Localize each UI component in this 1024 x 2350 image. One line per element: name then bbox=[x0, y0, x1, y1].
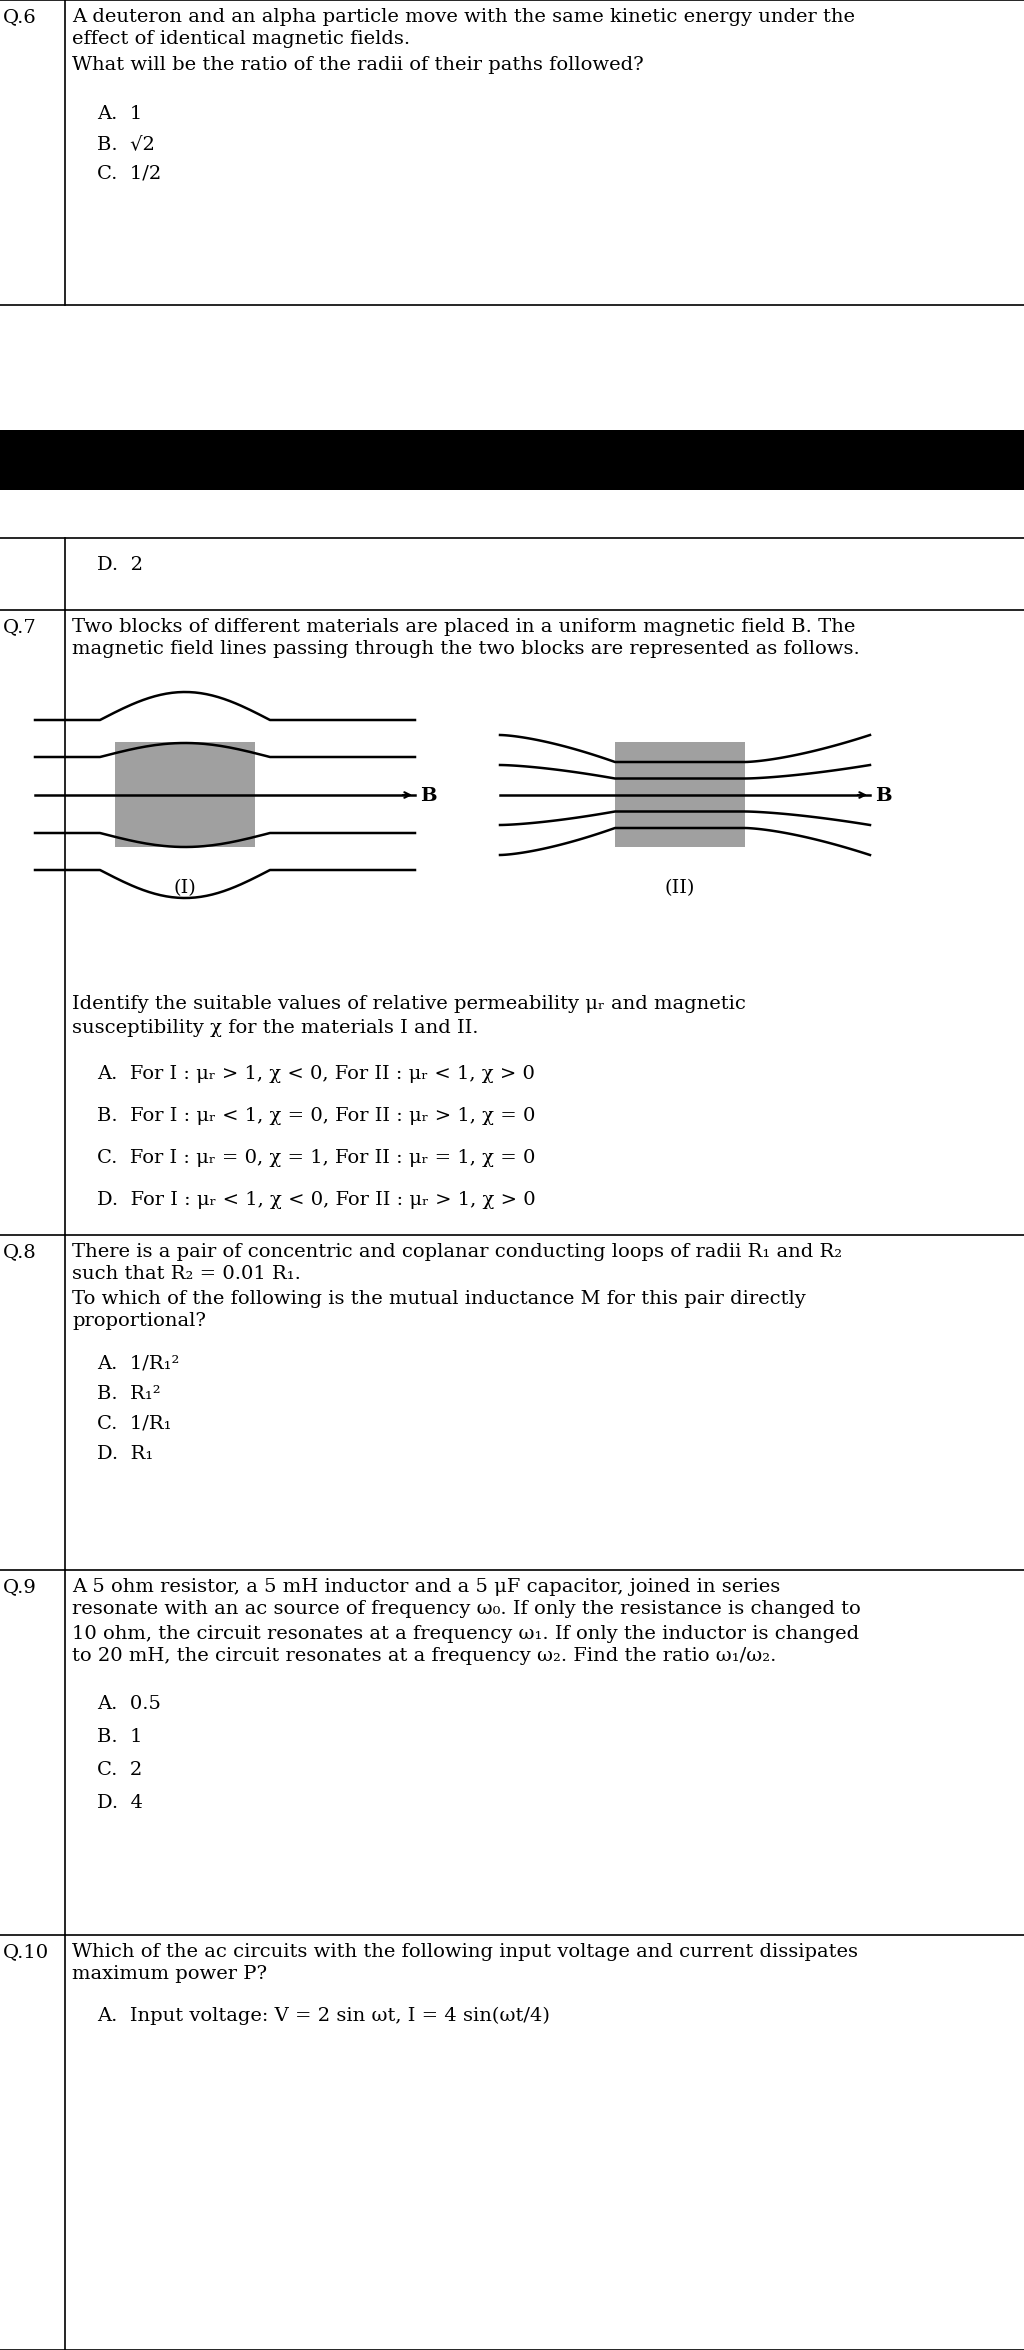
Text: susceptibility χ for the materials I and II.: susceptibility χ for the materials I and… bbox=[72, 1020, 478, 1036]
Text: maximum power P?: maximum power P? bbox=[72, 1965, 267, 1983]
Text: 10 ohm, the circuit resonates at a frequency ω₁. If only the inductor is changed: 10 ohm, the circuit resonates at a frequ… bbox=[72, 1624, 859, 1643]
Text: Q.8: Q.8 bbox=[3, 1243, 37, 1262]
Text: B: B bbox=[874, 787, 892, 806]
Text: A.  0.5: A. 0.5 bbox=[97, 1694, 161, 1713]
Text: A deuteron and an alpha particle move with the same kinetic energy under the: A deuteron and an alpha particle move wi… bbox=[72, 7, 855, 26]
Text: (I): (I) bbox=[174, 879, 197, 898]
Text: A 5 ohm resistor, a 5 mH inductor and a 5 μF capacitor, joined in series: A 5 ohm resistor, a 5 mH inductor and a … bbox=[72, 1577, 780, 1596]
Text: magnetic field lines passing through the two blocks are represented as follows.: magnetic field lines passing through the… bbox=[72, 639, 860, 658]
Text: B.  For I : μᵣ < 1, χ = 0, For II : μᵣ > 1, χ = 0: B. For I : μᵣ < 1, χ = 0, For II : μᵣ > … bbox=[97, 1107, 536, 1126]
Text: D.  4: D. 4 bbox=[97, 1793, 143, 1812]
Bar bbox=[0, 430, 1024, 491]
Bar bbox=[115, 743, 255, 846]
Text: effect of identical magnetic fields.: effect of identical magnetic fields. bbox=[72, 31, 411, 47]
Text: D.  R₁: D. R₁ bbox=[97, 1445, 154, 1464]
Text: resonate with an ac source of frequency ω₀. If only the resistance is changed to: resonate with an ac source of frequency … bbox=[72, 1600, 861, 1619]
Text: proportional?: proportional? bbox=[72, 1311, 206, 1330]
Text: A.  Input voltage: V = 2 sin ωt, I = 4 sin(ωt/4): A. Input voltage: V = 2 sin ωt, I = 4 si… bbox=[97, 2007, 550, 2026]
Text: What will be the ratio of the radii of their paths followed?: What will be the ratio of the radii of t… bbox=[72, 56, 644, 73]
Text: A.  For I : μᵣ > 1, χ < 0, For II : μᵣ < 1, χ > 0: A. For I : μᵣ > 1, χ < 0, For II : μᵣ < … bbox=[97, 1065, 535, 1083]
Text: (II): (II) bbox=[665, 879, 695, 898]
Text: Q.6: Q.6 bbox=[3, 7, 37, 26]
Text: C.  For I : μᵣ = 0, χ = 1, For II : μᵣ = 1, χ = 0: C. For I : μᵣ = 0, χ = 1, For II : μᵣ = … bbox=[97, 1149, 536, 1168]
Bar bbox=[615, 743, 745, 846]
Text: D.  2: D. 2 bbox=[97, 557, 143, 573]
Text: To which of the following is the mutual inductance M for this pair directly: To which of the following is the mutual … bbox=[72, 1290, 806, 1309]
Text: to 20 mH, the circuit resonates at a frequency ω₂. Find the ratio ω₁/ω₂.: to 20 mH, the circuit resonates at a fre… bbox=[72, 1647, 776, 1666]
Text: B.  R₁²: B. R₁² bbox=[97, 1384, 161, 1403]
Text: C.  2: C. 2 bbox=[97, 1760, 142, 1779]
Text: D.  For I : μᵣ < 1, χ < 0, For II : μᵣ > 1, χ > 0: D. For I : μᵣ < 1, χ < 0, For II : μᵣ > … bbox=[97, 1191, 536, 1208]
Text: C.  1/R₁: C. 1/R₁ bbox=[97, 1415, 171, 1434]
Text: Two blocks of different materials are placed in a uniform magnetic field B. The: Two blocks of different materials are pl… bbox=[72, 618, 855, 637]
Text: B: B bbox=[420, 787, 436, 806]
Text: Q.7: Q.7 bbox=[3, 618, 37, 637]
Text: Q.10: Q.10 bbox=[3, 1943, 49, 1960]
Text: A.  1/R₁²: A. 1/R₁² bbox=[97, 1356, 179, 1372]
Text: C.  1/2: C. 1/2 bbox=[97, 165, 161, 183]
Text: B.  1: B. 1 bbox=[97, 1727, 142, 1746]
Text: Which of the ac circuits with the following input voltage and current dissipates: Which of the ac circuits with the follow… bbox=[72, 1943, 858, 1960]
Text: such that R₂ = 0.01 R₁.: such that R₂ = 0.01 R₁. bbox=[72, 1264, 301, 1283]
Text: There is a pair of concentric and coplanar conducting loops of radii R₁ and R₂: There is a pair of concentric and coplan… bbox=[72, 1243, 842, 1262]
Text: Q.9: Q.9 bbox=[3, 1577, 37, 1596]
Text: A.  1: A. 1 bbox=[97, 106, 142, 122]
Text: Identify the suitable values of relative permeability μᵣ and magnetic: Identify the suitable values of relative… bbox=[72, 994, 745, 1013]
Text: B.  √2: B. √2 bbox=[97, 134, 155, 153]
